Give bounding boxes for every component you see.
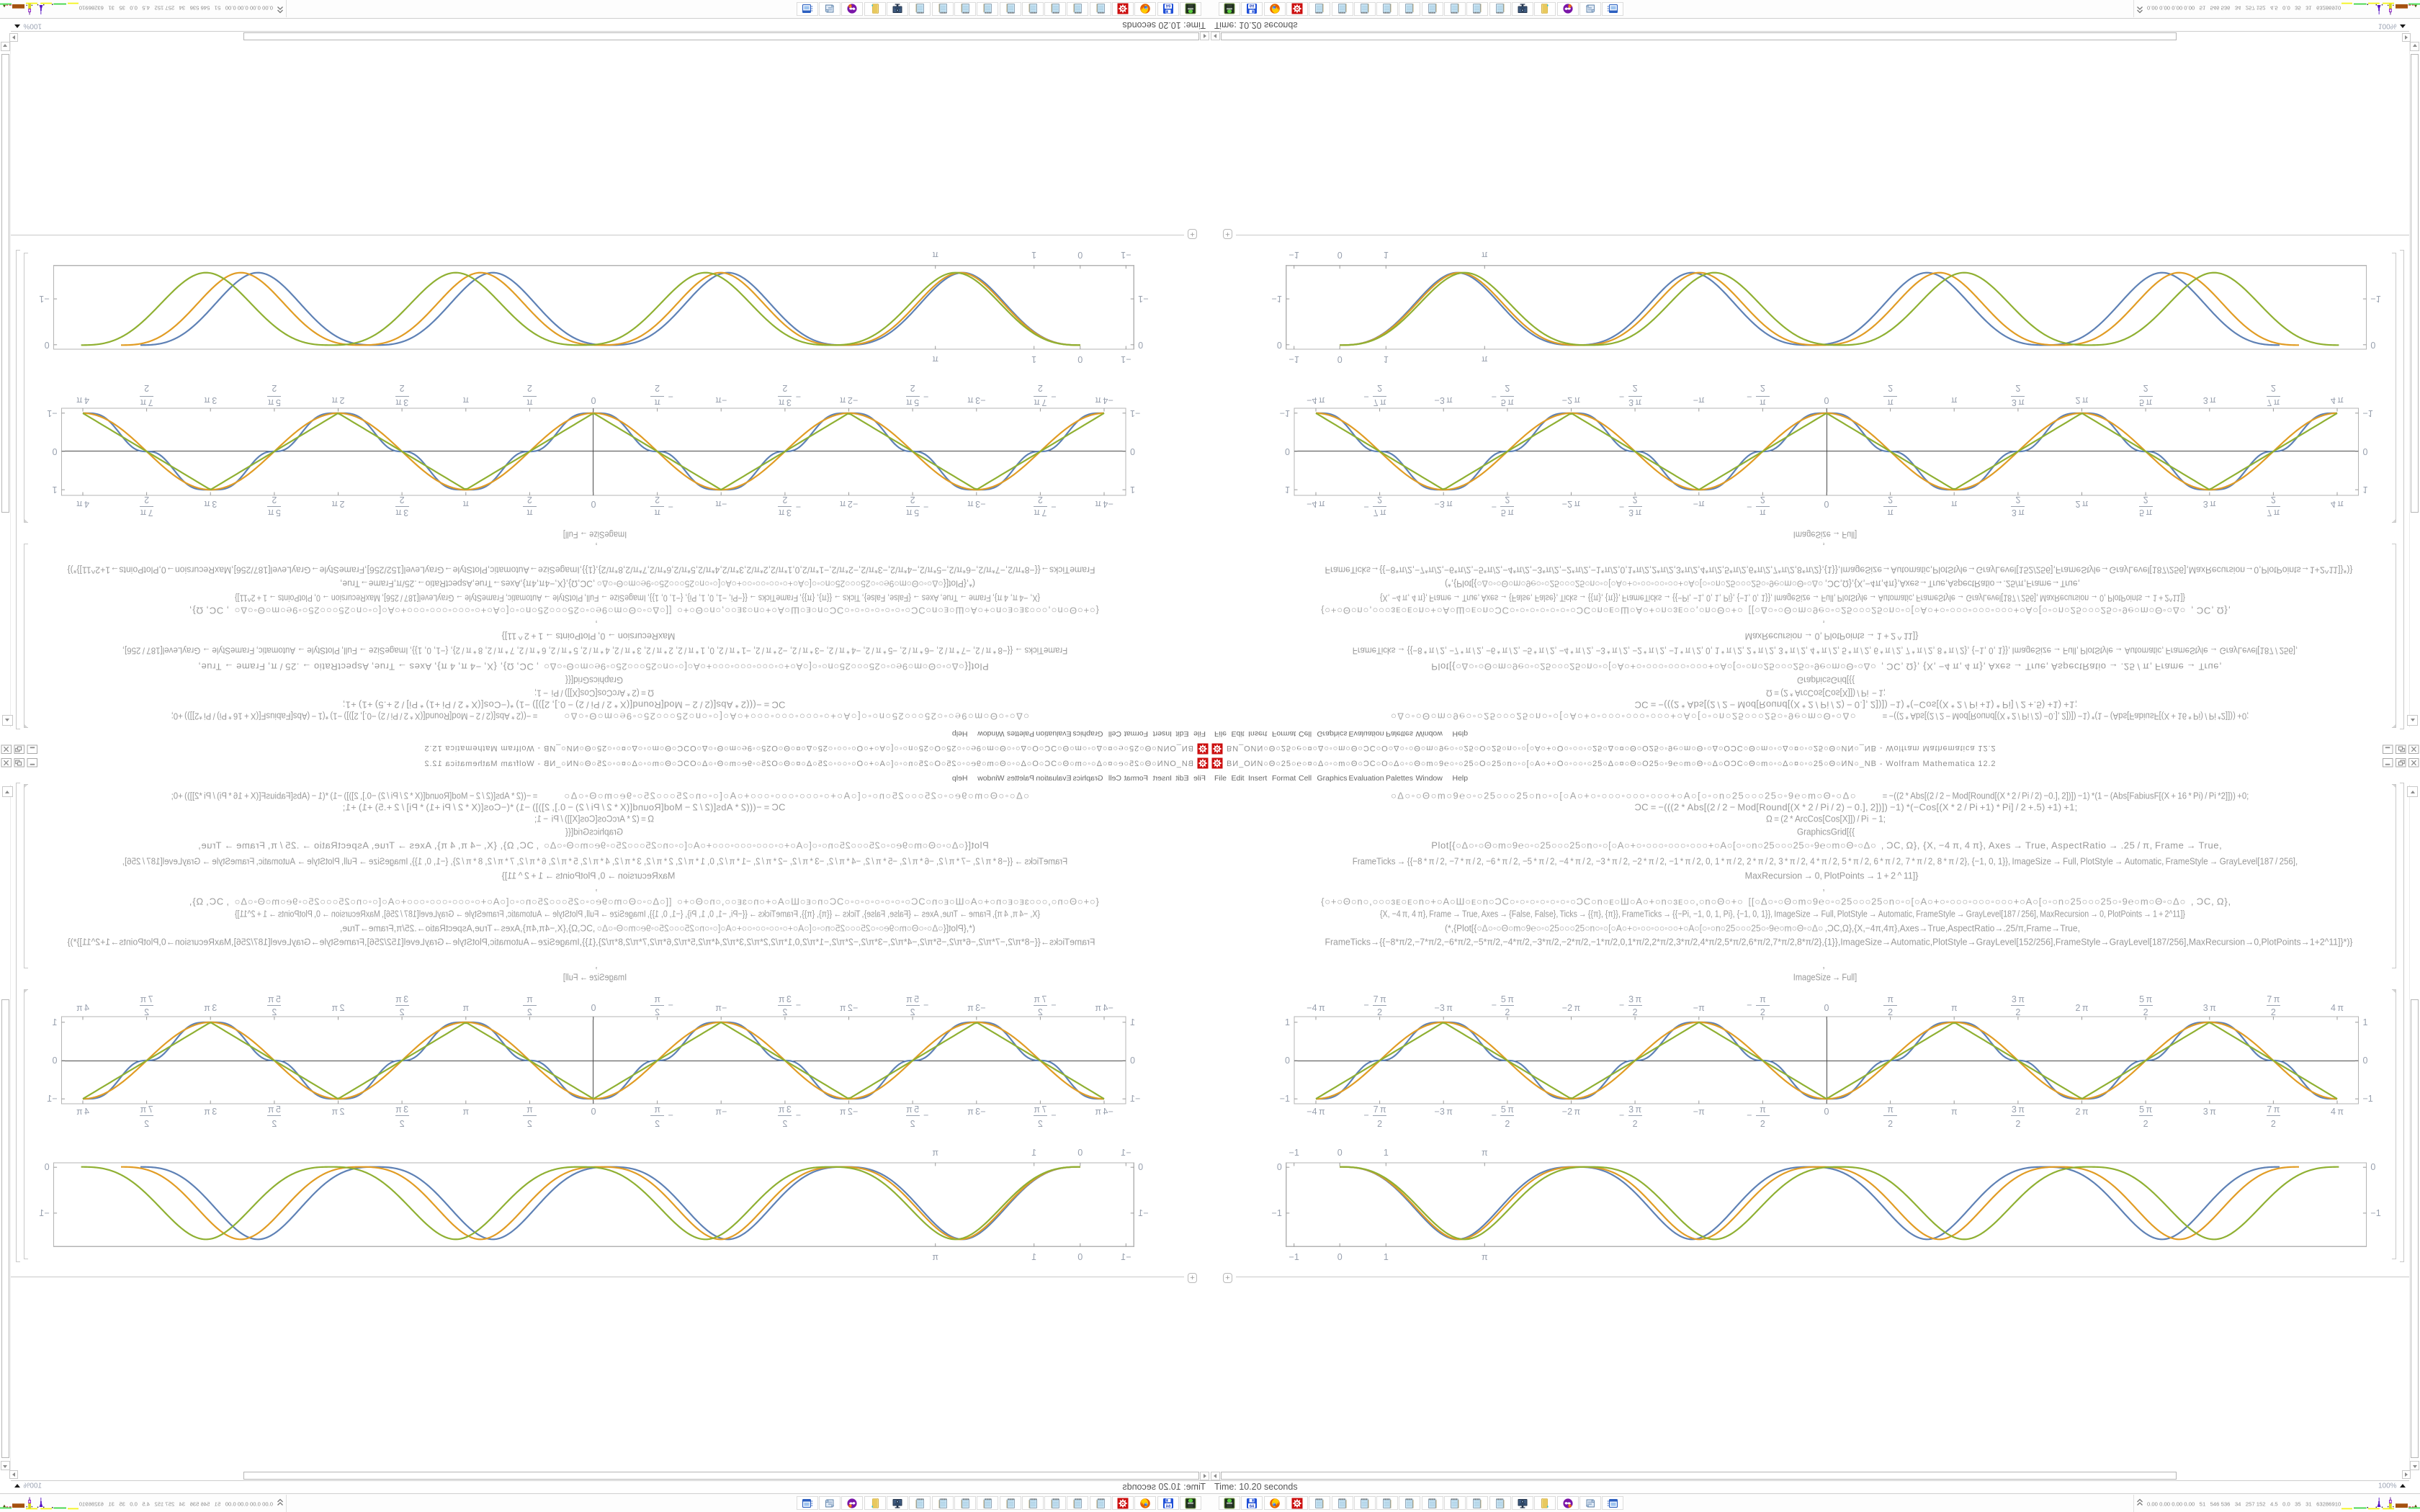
svg-text:64: 64 <box>1250 4 1255 8</box>
svg-text:64: 64 <box>1165 1504 1170 1508</box>
svg-text:64: 64 <box>1250 1504 1255 1508</box>
svg-text:64: 64 <box>1165 4 1170 8</box>
